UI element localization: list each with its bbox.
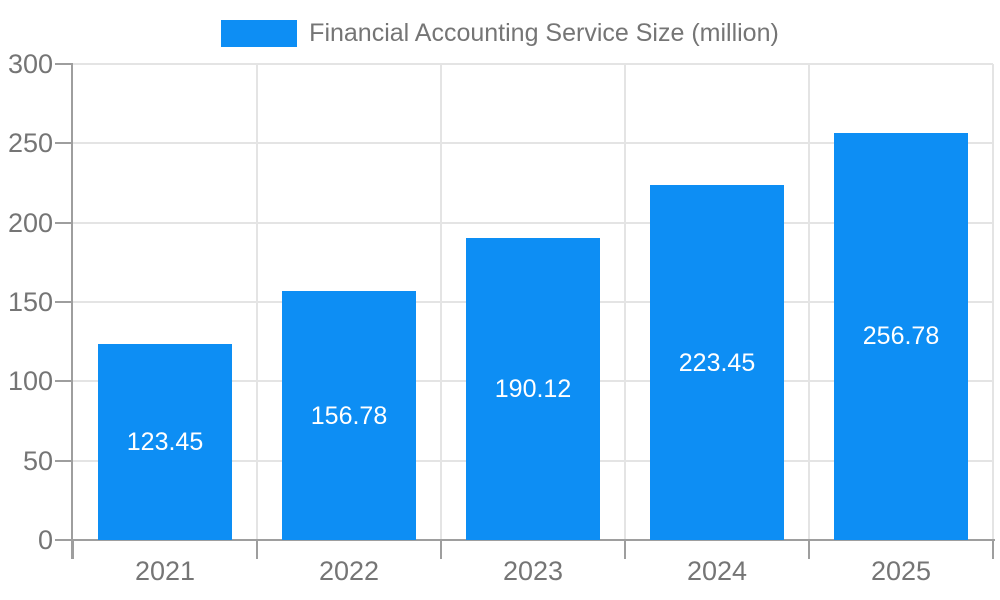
legend-swatch — [221, 19, 298, 47]
y-axis-line — [71, 64, 73, 559]
gridline-horizontal — [73, 221, 993, 224]
y-tick-label: 250 — [7, 128, 53, 159]
x-axis-tick — [992, 540, 994, 559]
x-axis-line — [55, 539, 995, 541]
bar-2023 — [466, 238, 600, 540]
legend: Financial Accounting Service Size (milli… — [0, 17, 1000, 49]
y-tick-label: 100 — [7, 366, 53, 397]
bar-2025 — [834, 132, 968, 540]
gridline-horizontal — [73, 63, 993, 65]
bar-value-label: 190.12 — [494, 375, 572, 404]
y-axis-tick — [55, 63, 73, 65]
y-tick-label: 200 — [7, 207, 53, 238]
bar-value-label: 156.78 — [310, 401, 388, 430]
bar-2024 — [650, 185, 784, 540]
bar-value-label: 256.78 — [862, 322, 940, 351]
gridline-vertical — [624, 64, 626, 540]
x-axis-tick — [808, 540, 810, 559]
gridline-vertical — [808, 64, 810, 540]
y-axis-tick — [55, 142, 73, 145]
bar-2021 — [98, 344, 232, 540]
y-tick-label: 300 — [7, 49, 53, 79]
x-tick-label: 2021 — [134, 556, 196, 586]
x-tick-label: 2024 — [686, 556, 748, 586]
gridline-vertical — [992, 64, 994, 540]
bar-2022 — [282, 291, 416, 540]
legend-title: Financial Accounting Service Size (milli… — [309, 19, 779, 47]
y-axis-tick — [55, 459, 73, 462]
x-axis-tick — [440, 540, 442, 559]
y-axis-tick — [55, 380, 73, 383]
y-axis-tick — [55, 221, 73, 224]
x-tick-label: 2023 — [502, 556, 564, 586]
y-axis-tick — [55, 301, 73, 303]
y-tick-label: 50 — [22, 445, 53, 476]
bar-value-label: 223.45 — [678, 348, 756, 377]
gridline-vertical — [256, 64, 258, 540]
y-tick-label: 150 — [7, 287, 53, 317]
gridline-vertical — [440, 64, 442, 540]
x-axis-tick — [624, 540, 626, 559]
x-tick-label: 2025 — [870, 556, 932, 586]
bar-value-label: 123.45 — [126, 428, 204, 457]
x-axis-tick — [256, 540, 258, 559]
y-tick-label: 0 — [37, 525, 53, 555]
x-tick-label: 2022 — [318, 556, 380, 586]
gridline-horizontal — [73, 142, 993, 145]
x-axis-tick — [72, 540, 74, 559]
